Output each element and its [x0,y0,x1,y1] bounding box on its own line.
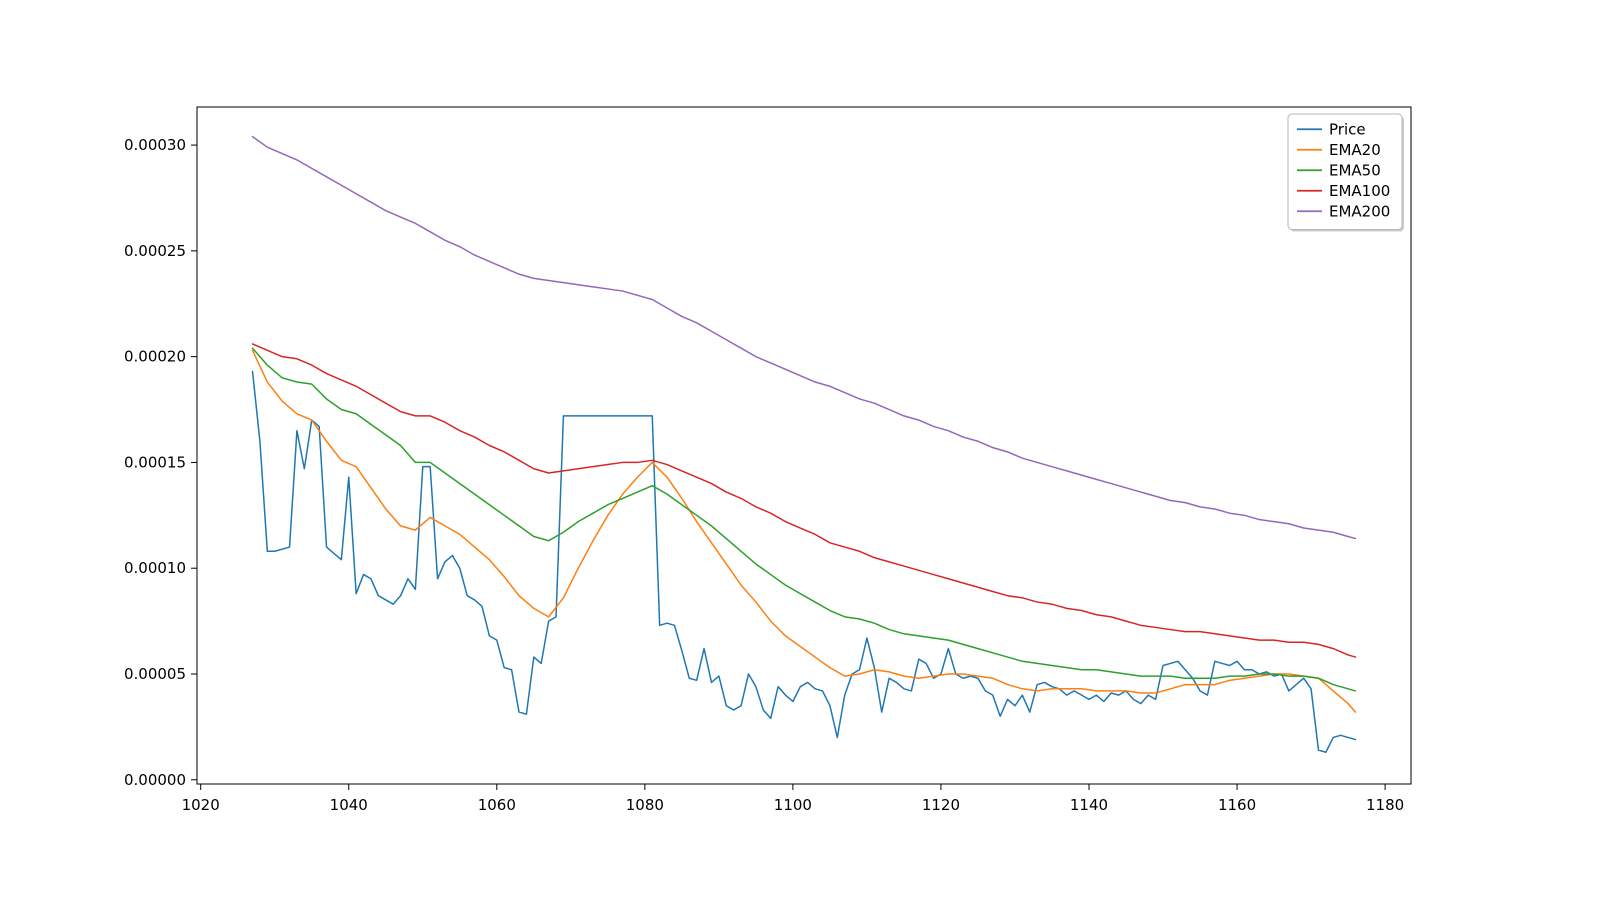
series-line-price [251,370,1357,754]
x-tick-label: 1080 [626,796,664,814]
x-tick-label: 1120 [922,796,960,814]
y-tick-label: 0.00030 [124,136,186,154]
y-tick-label: 0.00000 [124,771,186,789]
y-tick-label: 0.00015 [124,453,186,471]
series-line-ema200 [251,135,1357,540]
series-line-ema20 [251,349,1357,713]
x-tick-label: 1160 [1218,796,1256,814]
legend-label-ema20: EMA20 [1329,141,1381,159]
x-tick-label: 1040 [330,796,368,814]
x-tick-label: 1020 [182,796,220,814]
series-line-ema100 [251,343,1357,658]
y-tick-label: 0.00020 [124,348,186,366]
plot-border [196,106,1412,785]
legend-label-ema50: EMA50 [1329,161,1381,179]
x-tick-label: 1140 [1070,796,1108,814]
y-tick-label: 0.00005 [124,665,186,683]
y-tick-label: 0.00010 [124,559,186,577]
y-tick-label: 0.00025 [124,242,186,260]
legend-label-ema200: EMA200 [1329,202,1390,220]
legend-label-ema100: EMA100 [1329,182,1390,200]
x-tick-label: 1180 [1366,796,1404,814]
legend-box [1287,113,1403,230]
x-tick-label: 1060 [478,796,516,814]
legend-label-price: Price [1329,120,1366,138]
x-tick-label: 1100 [774,796,812,814]
series-line-ema50 [251,347,1357,692]
